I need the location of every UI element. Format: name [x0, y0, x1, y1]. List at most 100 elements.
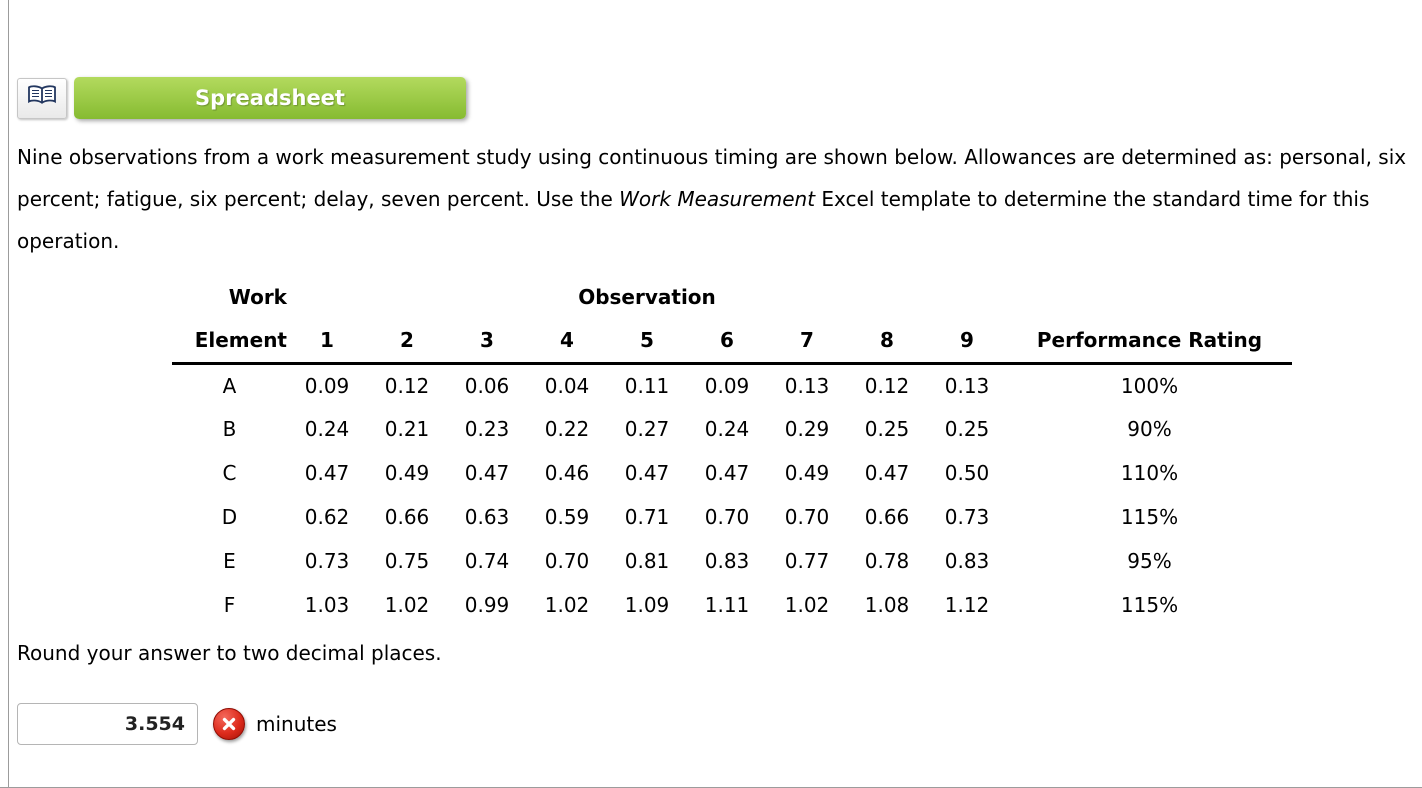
unit-label: minutes — [256, 712, 337, 736]
obs-cell: 0.73 — [944, 505, 990, 529]
obs-cell: 1.12 — [944, 593, 990, 617]
obs-cell: 0.25 — [944, 417, 990, 441]
obs-cell: 0.46 — [544, 461, 590, 485]
table-row: B 0.24 0.21 0.23 0.22 0.27 0.24 0.29 0.2… — [172, 407, 1292, 451]
obs-cell: 0.73 — [304, 549, 350, 573]
obs-cell: 0.81 — [624, 549, 670, 573]
obs-cell: 0.12 — [864, 373, 910, 398]
obs-cell: 0.25 — [864, 417, 910, 441]
round-instruction: Round your answer to two decimal places. — [17, 641, 442, 665]
obs-cell: 0.29 — [784, 417, 830, 441]
rating-cell: 95% — [1127, 549, 1172, 573]
obs-cell: 1.02 — [384, 593, 430, 617]
element-cell: D — [221, 505, 238, 529]
obs-cell: 1.02 — [544, 593, 590, 617]
obs-cell: 0.21 — [384, 417, 430, 441]
obs-cell: 0.24 — [304, 417, 350, 441]
obs-cell: 0.70 — [704, 505, 750, 529]
element-cell: A — [222, 373, 237, 398]
obs-col-header: 5 — [607, 319, 687, 365]
table-row: C 0.47 0.49 0.47 0.46 0.47 0.47 0.49 0.4… — [172, 451, 1292, 495]
obs-cell: 0.04 — [544, 373, 590, 398]
obs-cell: 0.62 — [304, 505, 350, 529]
answer-input[interactable] — [17, 703, 198, 745]
problem-text-part2: Excel template to determine the standard… — [17, 187, 1370, 253]
obs-cell: 0.50 — [944, 461, 990, 485]
spreadsheet-launcher-row: Spreadsheet — [17, 75, 1422, 121]
obs-cell: 1.09 — [624, 593, 670, 617]
obs-cell: 1.11 — [704, 593, 750, 617]
problem-text-part1: Nine observations from a work measuremen… — [17, 145, 1407, 211]
obs-col-header: 4 — [527, 319, 607, 365]
obs-cell: 0.71 — [624, 505, 670, 529]
spreadsheet-icon-button[interactable] — [17, 77, 67, 119]
obs-cell: 0.23 — [464, 417, 510, 441]
obs-cell: 0.74 — [464, 549, 510, 573]
obs-cell: 0.06 — [464, 373, 510, 398]
obs-cell: 0.47 — [464, 461, 510, 485]
table-row: D 0.62 0.66 0.63 0.59 0.71 0.70 0.70 0.6… — [172, 495, 1292, 539]
obs-col-header: 1 — [287, 319, 367, 365]
obs-cell: 1.03 — [304, 593, 350, 617]
obs-cell: 1.08 — [864, 593, 910, 617]
obs-cell: 0.66 — [864, 505, 910, 529]
obs-cell: 0.47 — [704, 461, 750, 485]
obs-cell: 1.02 — [784, 593, 830, 617]
performance-rating-header: Performance Rating — [1007, 319, 1292, 365]
obs-cell: 0.47 — [304, 461, 350, 485]
rating-cell: 115% — [1120, 505, 1179, 529]
problem-statement: Nine observations from a work measuremen… — [17, 136, 1417, 262]
rating-cell: 110% — [1120, 461, 1179, 485]
obs-cell: 0.66 — [384, 505, 430, 529]
obs-col-header: 3 — [447, 319, 527, 365]
obs-cell: 0.75 — [384, 549, 430, 573]
obs-col-header: 9 — [927, 319, 1007, 365]
obs-cell: 0.49 — [784, 461, 830, 485]
observation-header: Observation — [578, 285, 716, 309]
table-row: F 1.03 1.02 0.99 1.02 1.09 1.11 1.02 1.0… — [172, 583, 1292, 627]
incorrect-icon — [213, 708, 245, 740]
obs-cell: 0.22 — [544, 417, 590, 441]
obs-cell: 0.83 — [704, 549, 750, 573]
element-header: Element — [172, 319, 287, 365]
obs-cell: 0.59 — [544, 505, 590, 529]
element-cell: B — [222, 417, 237, 441]
obs-cell: 0.11 — [624, 373, 670, 398]
obs-cell: 0.47 — [624, 461, 670, 485]
obs-cell: 0.70 — [544, 549, 590, 573]
spreadsheet-button[interactable]: Spreadsheet — [74, 77, 466, 119]
obs-cell: 0.13 — [784, 373, 830, 398]
element-cell: F — [223, 593, 236, 617]
obs-cell: 0.63 — [464, 505, 510, 529]
table-header-row-top: Work Observation — [172, 275, 1292, 319]
question-panel: Spreadsheet Nine observations from a wor… — [17, 75, 1422, 745]
obs-cell: 0.78 — [864, 549, 910, 573]
obs-col-header: 7 — [767, 319, 847, 365]
page-left-border — [8, 0, 9, 788]
obs-cell: 0.47 — [864, 461, 910, 485]
book-icon — [27, 85, 57, 111]
obs-col-header: 8 — [847, 319, 927, 365]
obs-cell: 0.70 — [784, 505, 830, 529]
element-cell: E — [223, 549, 236, 573]
table-row: E 0.73 0.75 0.74 0.70 0.81 0.83 0.77 0.7… — [172, 539, 1292, 583]
obs-cell: 0.24 — [704, 417, 750, 441]
observations-table: Work Observation Element 1 2 3 4 5 6 7 8… — [172, 275, 1292, 627]
table-row: A 0.09 0.12 0.06 0.04 0.11 0.09 0.13 0.1… — [172, 363, 1292, 407]
obs-cell: 0.99 — [464, 593, 510, 617]
rating-cell: 90% — [1127, 417, 1172, 441]
obs-col-header: 2 — [367, 319, 447, 365]
rating-header-spacer — [1007, 275, 1292, 319]
obs-cell: 0.83 — [944, 549, 990, 573]
work-header: Work — [228, 285, 287, 309]
obs-cell: 0.77 — [784, 549, 830, 573]
table-header-row-columns: Element 1 2 3 4 5 6 7 8 9 Performance Ra… — [172, 319, 1292, 365]
obs-col-header: 6 — [687, 319, 767, 365]
obs-cell: 0.09 — [304, 373, 350, 398]
obs-cell: 0.49 — [384, 461, 430, 485]
obs-cell: 0.13 — [944, 373, 990, 398]
answer-row: minutes — [17, 703, 1422, 745]
element-cell: C — [222, 461, 237, 485]
obs-cell: 0.12 — [384, 373, 430, 398]
obs-cell: 0.09 — [704, 373, 750, 398]
